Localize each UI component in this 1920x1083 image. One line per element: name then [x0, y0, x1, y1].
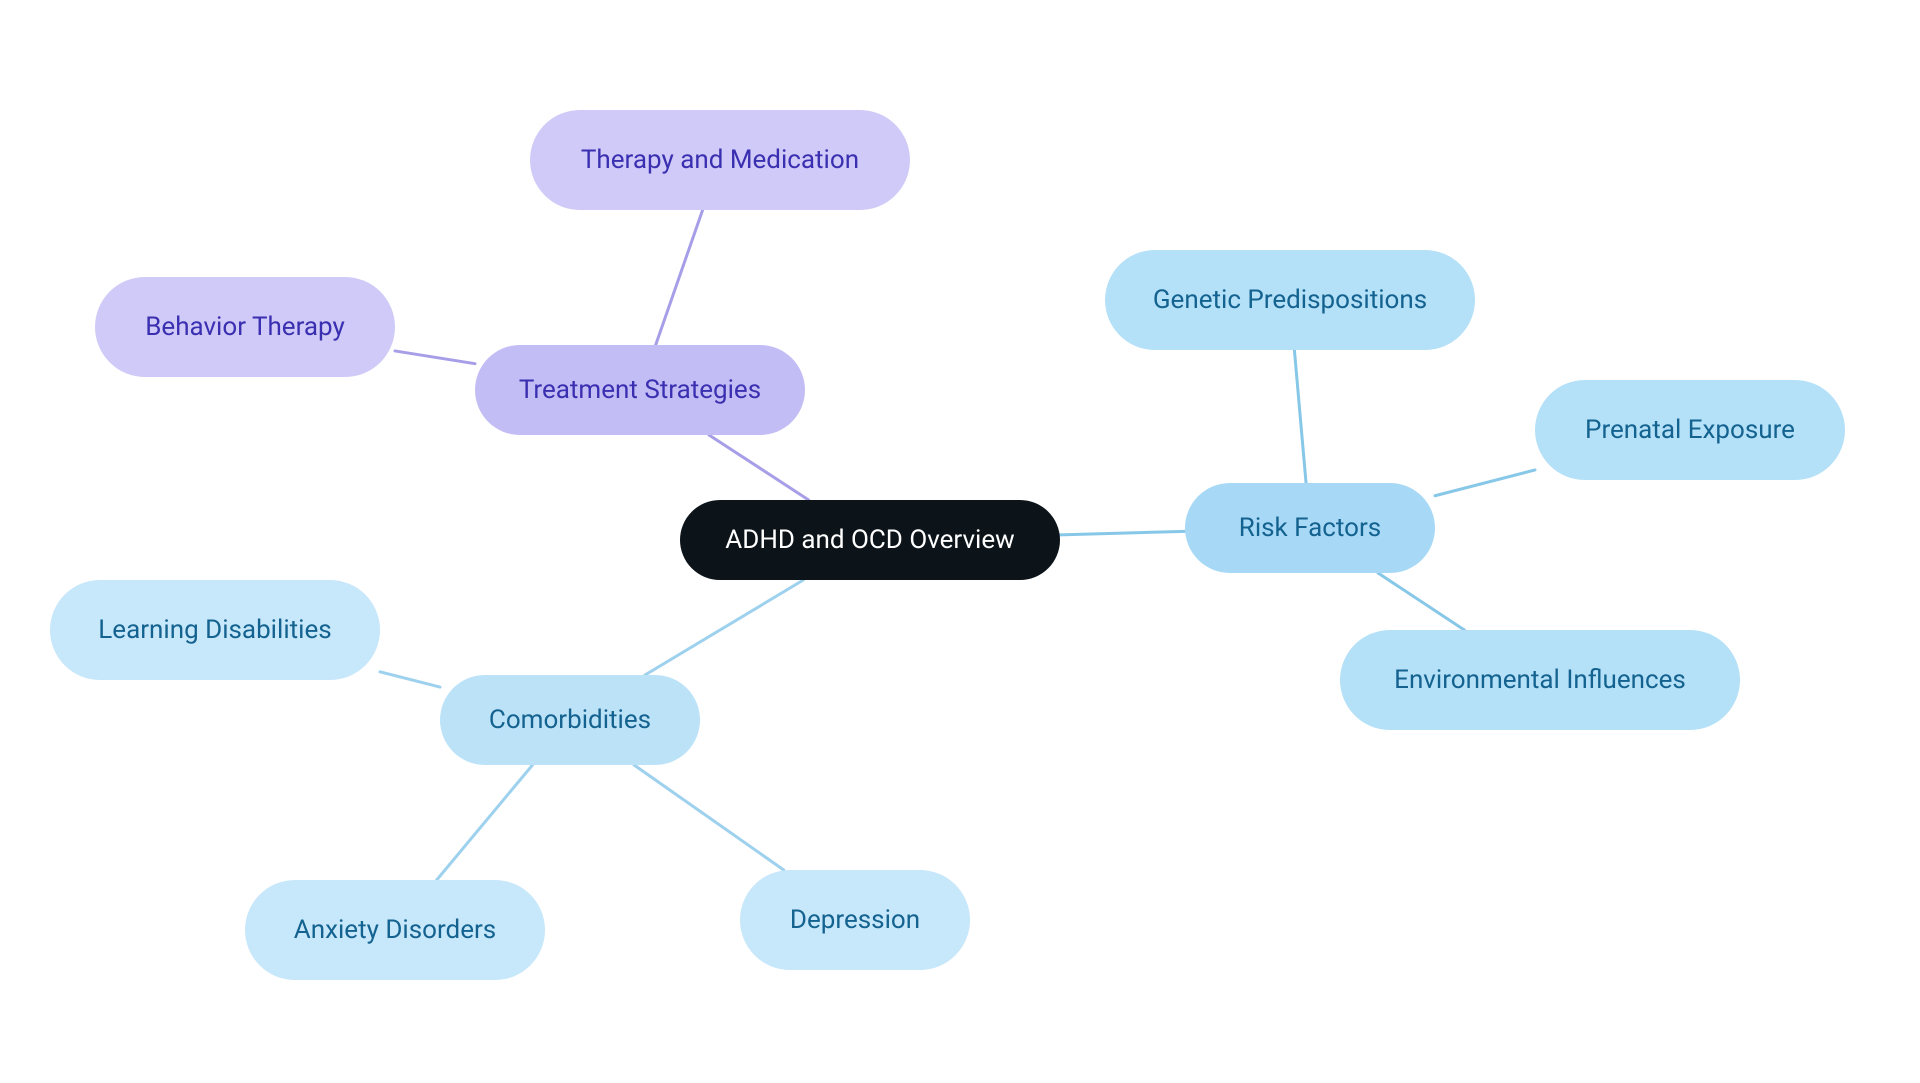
node-env: Environmental Influences — [1340, 630, 1740, 730]
edge-root-risk — [1060, 531, 1185, 534]
edge-root-comorb — [645, 580, 803, 675]
node-genetic: Genetic Predispositions — [1105, 250, 1475, 350]
node-label: Behavior Therapy — [145, 312, 345, 342]
node-root: ADHD and OCD Overview — [680, 500, 1060, 580]
node-comorb: Comorbidities — [440, 675, 700, 765]
edge-risk-prenatal — [1435, 470, 1535, 496]
edge-treat-behavior — [395, 351, 475, 364]
node-label: Depression — [790, 905, 920, 935]
node-learning: Learning Disabilities — [50, 580, 380, 680]
node-label: Therapy and Medication — [581, 145, 859, 175]
node-risk: Risk Factors — [1185, 483, 1435, 573]
edge-risk-env — [1378, 573, 1464, 630]
node-label: Comorbidities — [489, 705, 651, 735]
node-label: Environmental Influences — [1394, 665, 1686, 695]
node-label: Anxiety Disorders — [294, 915, 496, 945]
node-treat: Treatment Strategies — [475, 345, 805, 435]
edge-risk-genetic — [1294, 350, 1306, 483]
node-behavior: Behavior Therapy — [95, 277, 395, 377]
node-label: Prenatal Exposure — [1585, 415, 1795, 445]
edge-comorb-learning — [380, 672, 440, 687]
node-anxiety: Anxiety Disorders — [245, 880, 545, 980]
mindmap-canvas: ADHD and OCD Overview Treatment Strategie… — [0, 0, 1920, 1083]
edge-comorb-anxiety — [437, 765, 533, 880]
node-therapy: Therapy and Medication — [530, 110, 910, 210]
edge-treat-therapy — [656, 210, 703, 345]
node-label: Learning Disabilities — [98, 615, 331, 645]
edge-root-treat — [709, 435, 809, 500]
node-label: Treatment Strategies — [519, 375, 761, 405]
node-label: ADHD and OCD Overview — [725, 525, 1014, 555]
edge-comorb-depress — [634, 765, 784, 870]
node-depress: Depression — [740, 870, 970, 970]
node-label: Risk Factors — [1239, 513, 1381, 543]
node-label: Genetic Predispositions — [1153, 285, 1427, 315]
node-prenatal: Prenatal Exposure — [1535, 380, 1845, 480]
